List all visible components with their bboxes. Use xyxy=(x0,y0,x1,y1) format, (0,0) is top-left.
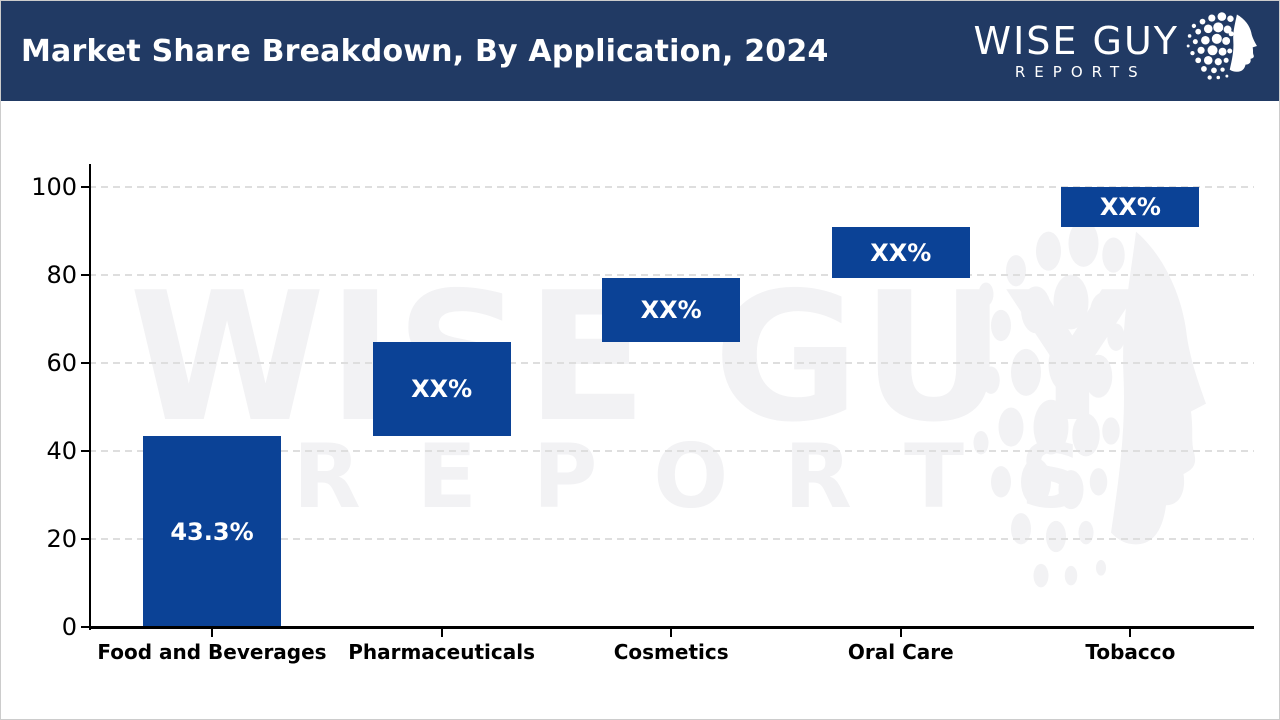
bar-tobacco: XX% xyxy=(1061,187,1200,228)
y-axis-tick xyxy=(81,362,89,364)
x-category-label: Pharmaceuticals xyxy=(348,640,535,664)
bar-value-label: XX% xyxy=(640,296,702,325)
x-category-label: Food and Beverages xyxy=(97,640,327,664)
gridline xyxy=(89,274,1254,276)
bar-oral-care: XX% xyxy=(831,227,970,279)
y-axis-tick xyxy=(81,274,89,276)
gridline xyxy=(89,538,1254,540)
y-tick-label: 0 xyxy=(61,613,77,641)
logo-text: WISE GUY REPORTS xyxy=(974,22,1179,80)
bar-value-label: XX% xyxy=(411,375,473,404)
x-axis-tick xyxy=(670,628,673,637)
wise-guy-reports-logo: WISE GUY REPORTS xyxy=(974,10,1267,92)
bar-cosmetics: XX% xyxy=(602,278,741,343)
y-tick-label: 100 xyxy=(31,173,77,201)
gridline xyxy=(89,186,1254,188)
y-tick-label: 20 xyxy=(46,525,77,553)
gridline xyxy=(89,362,1254,364)
x-axis xyxy=(89,626,1254,629)
page-title: Market Share Breakdown, By Application, … xyxy=(21,33,829,69)
bar-food-and-beverages: 43.3% xyxy=(143,436,281,627)
bar-pharmaceuticals: XX% xyxy=(372,342,511,437)
y-axis-tick xyxy=(81,538,89,540)
y-tick-label: 60 xyxy=(46,349,77,377)
x-category-label: Cosmetics xyxy=(613,640,729,664)
x-axis-tick xyxy=(440,628,443,637)
x-category-label: Oral Care xyxy=(847,640,954,664)
bar-value-label: XX% xyxy=(1099,193,1161,222)
header-bar: Market Share Breakdown, By Application, … xyxy=(1,1,1279,101)
x-axis-tick xyxy=(1129,628,1132,637)
y-axis-tick xyxy=(81,186,89,188)
x-category-label: Tobacco xyxy=(1085,640,1176,664)
bar-value-label: 43.3% xyxy=(170,517,254,546)
logo-subtitle: REPORTS xyxy=(1014,63,1147,81)
y-tick-label: 40 xyxy=(46,437,77,465)
y-axis-tick xyxy=(81,626,89,628)
bar-value-label: XX% xyxy=(870,238,932,267)
y-axis xyxy=(89,164,91,630)
wise-guy-head-icon xyxy=(1186,12,1257,80)
y-tick-label: 80 xyxy=(46,261,77,289)
x-axis-tick xyxy=(211,628,213,637)
logo-wordmark: WISE GUY xyxy=(973,19,1179,63)
gridline xyxy=(89,450,1254,452)
x-axis-tick xyxy=(899,628,902,637)
y-axis-tick xyxy=(81,450,89,452)
